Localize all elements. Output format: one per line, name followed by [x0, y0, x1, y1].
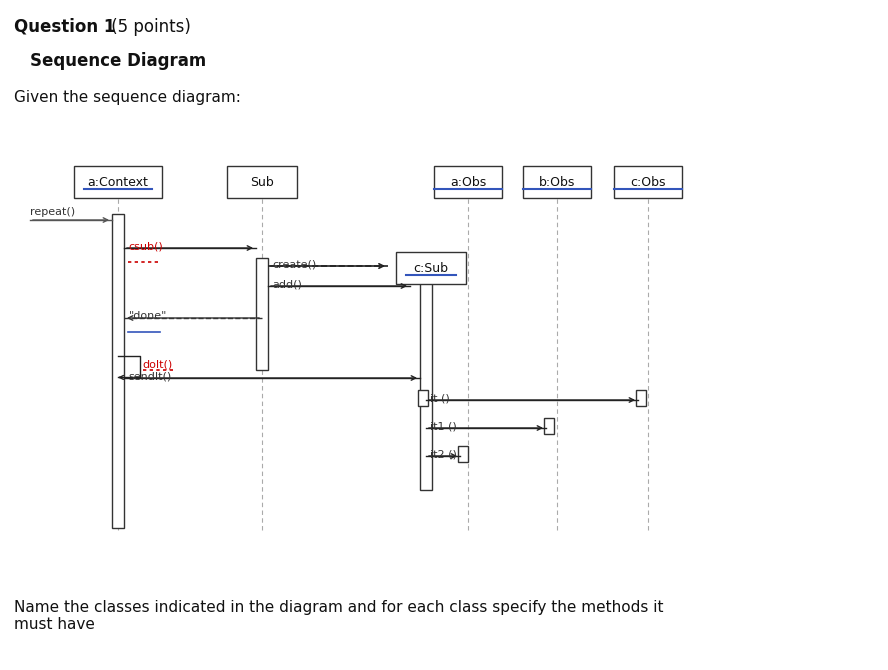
Bar — [418, 390, 428, 406]
Text: repeat(): repeat() — [30, 206, 75, 216]
Text: sendIt(): sendIt() — [129, 371, 171, 381]
Text: csub(): csub() — [129, 241, 163, 251]
Text: (5 points): (5 points) — [106, 18, 191, 36]
Text: b:Obs: b:Obs — [539, 176, 575, 188]
Text: Sequence Diagram: Sequence Diagram — [30, 52, 206, 70]
Text: Sub: Sub — [250, 176, 274, 188]
Bar — [74, 166, 162, 198]
Text: "done": "done" — [129, 312, 167, 322]
Text: c:Obs: c:Obs — [630, 176, 666, 188]
Bar — [614, 166, 682, 198]
Bar — [636, 390, 646, 406]
Text: a:Obs: a:Obs — [450, 176, 486, 188]
Bar — [227, 166, 297, 198]
Text: Question 1: Question 1 — [14, 18, 115, 36]
Text: it1 (): it1 () — [431, 421, 457, 431]
Text: doIt(): doIt() — [143, 359, 173, 369]
Bar — [256, 258, 268, 370]
Text: it (): it () — [431, 393, 450, 403]
Text: create(): create() — [273, 259, 317, 269]
Text: Given the sequence diagram:: Given the sequence diagram: — [14, 90, 241, 105]
Bar — [458, 446, 468, 462]
Text: c:Sub: c:Sub — [414, 261, 448, 275]
Bar — [544, 418, 554, 434]
Bar — [434, 166, 502, 198]
Bar — [420, 278, 432, 490]
Bar — [112, 214, 124, 528]
Text: it2 (): it2 () — [431, 450, 457, 460]
Text: a:Context: a:Context — [88, 176, 148, 188]
Text: add(): add() — [273, 279, 302, 289]
Bar — [396, 252, 466, 284]
Bar — [523, 166, 591, 198]
Text: Name the classes indicated in the diagram and for each class specify the methods: Name the classes indicated in the diagra… — [14, 600, 663, 632]
